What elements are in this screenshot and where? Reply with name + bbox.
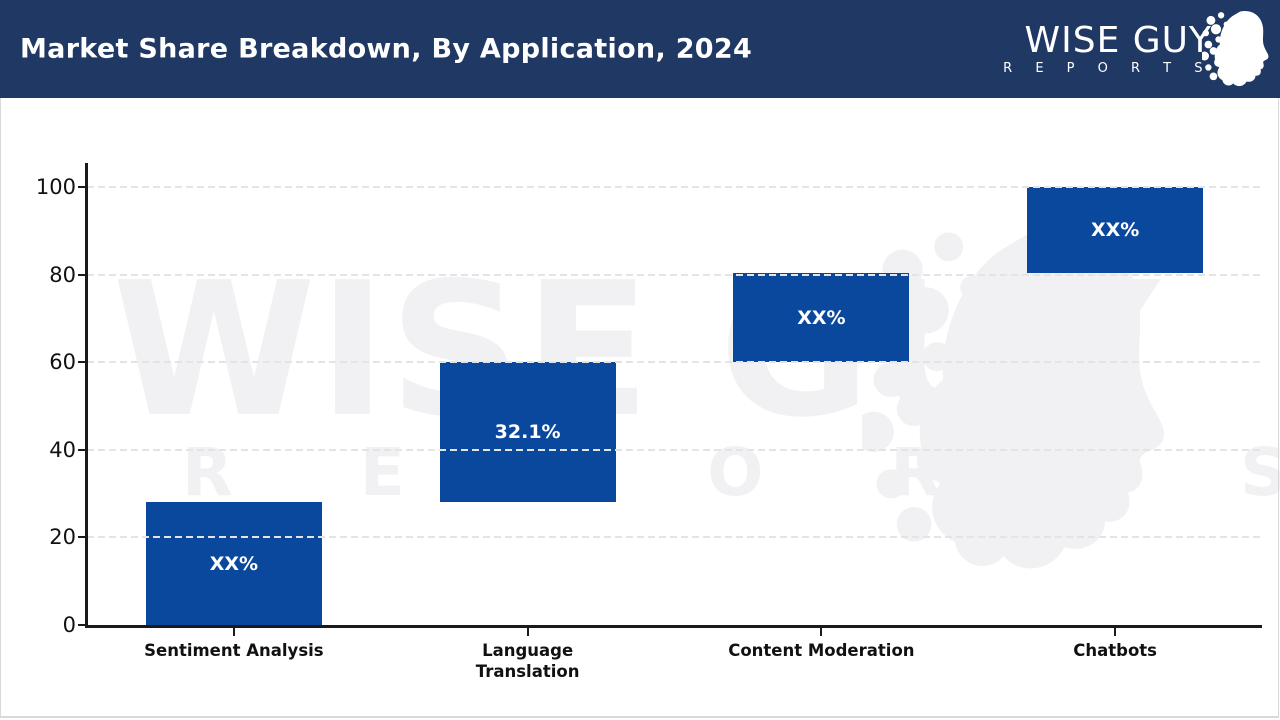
bar-value-label: 32.1%	[494, 421, 561, 444]
gridline	[87, 361, 1262, 364]
x-axis-line	[85, 625, 1262, 628]
gridline	[87, 273, 1262, 276]
y-tick-mark	[78, 273, 86, 276]
y-tick-mark	[78, 448, 86, 451]
y-tick-mark	[78, 186, 86, 188]
y-axis-line	[85, 163, 88, 627]
x-tick-label: Sentiment Analysis	[144, 641, 324, 660]
gridline	[87, 536, 1262, 539]
bar-value-label: XX%	[797, 306, 846, 329]
wise-guy-reports-logo: WISE GUY R E P O R T S	[1003, 6, 1272, 92]
x-tick-mark	[232, 628, 235, 636]
logo-wordmark: WISE GUY	[1024, 20, 1212, 62]
y-tick-label: 40	[49, 437, 76, 462]
x-tick-mark	[820, 628, 823, 636]
y-tick-label: 20	[49, 525, 76, 550]
bar-value-label: XX%	[1090, 219, 1140, 242]
x-tick-mark	[526, 628, 529, 636]
y-tick-mark	[78, 536, 86, 539]
bar-content-moderation: XX%	[733, 273, 910, 362]
x-tick-mark	[1114, 628, 1117, 636]
logo-text: WISE GUY R E P O R T S	[1003, 22, 1212, 76]
y-tick-label: 80	[49, 262, 76, 287]
bar-language-translation: 32.1%	[439, 361, 616, 503]
gridline	[87, 186, 1262, 188]
logo-head-profile-icon	[1202, 10, 1269, 87]
y-tick-label: 60	[49, 350, 76, 375]
bar-sentiment-analysis: XX%	[145, 502, 322, 625]
bar-value-label: XX%	[209, 552, 259, 575]
gridline	[87, 448, 1262, 451]
x-tick-label: Language Translation	[475, 641, 580, 682]
header-bar: Market Share Breakdown, By Application, …	[0, 0, 1280, 98]
page-title: Market Share Breakdown, By Application, …	[20, 33, 753, 65]
y-tick-mark	[78, 624, 86, 626]
y-tick-label: 100	[35, 175, 76, 199]
y-tick-label: 0	[62, 613, 76, 637]
bar-chatbots: XX%	[1027, 187, 1204, 274]
x-tick-label: Content Moderation	[728, 641, 915, 660]
y-tick-mark	[78, 361, 86, 364]
x-tick-label: Chatbots	[1073, 641, 1157, 660]
logo-reports-text: R E P O R T S	[1003, 60, 1212, 76]
